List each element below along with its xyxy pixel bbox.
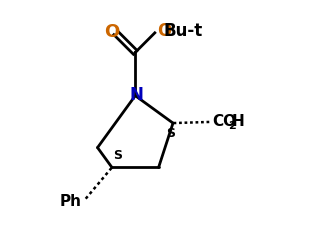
Text: H: H	[231, 114, 244, 129]
Text: O: O	[104, 23, 119, 41]
Text: S: S	[113, 149, 122, 162]
Text: 2: 2	[228, 121, 235, 131]
Text: O: O	[157, 22, 171, 40]
Text: Bu-t: Bu-t	[164, 22, 203, 40]
Text: CO: CO	[213, 114, 237, 129]
Text: Ph: Ph	[60, 194, 82, 209]
Text: N: N	[129, 86, 143, 104]
Text: S: S	[166, 127, 175, 140]
